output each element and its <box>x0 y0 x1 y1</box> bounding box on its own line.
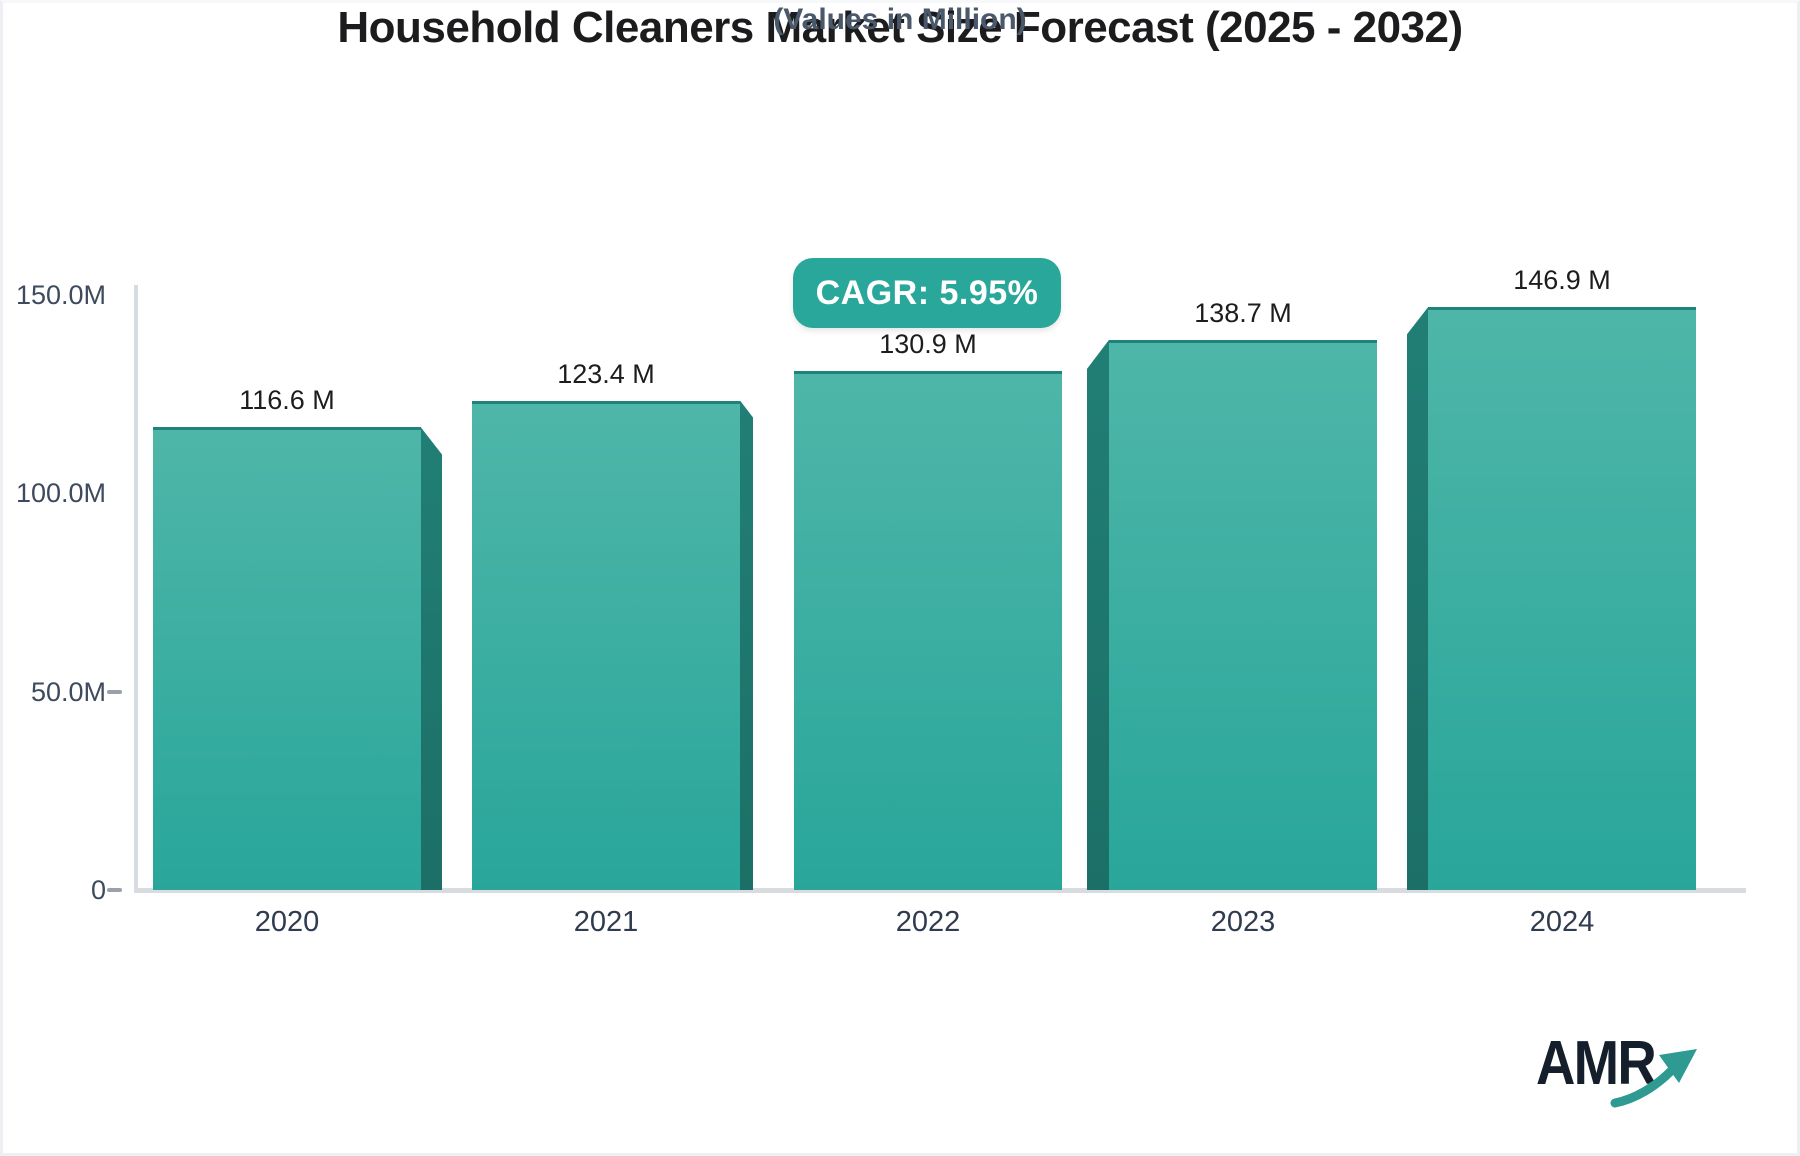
amr-logo-arrow-icon <box>1610 1049 1697 1108</box>
bar-3d-side-2020 <box>421 427 442 890</box>
chart-subtitle: (Values in Million) <box>773 3 1027 36</box>
bar-value-label: 116.6 M <box>239 385 335 416</box>
bar-3d-side-2023 <box>1087 339 1109 890</box>
bar-value-label: 123.4 M <box>557 358 655 389</box>
y-tick-label: 0 <box>90 875 106 905</box>
bar-2020 <box>153 427 421 890</box>
bar-value-label: 138.7 M <box>1194 297 1292 328</box>
y-tick-mark <box>107 888 122 892</box>
x-axis-label-2022: 2022 <box>895 906 961 938</box>
bar-2024 <box>1428 307 1696 890</box>
x-axis-label-2021: 2021 <box>573 906 639 938</box>
bar-value-label: 130.9 M <box>879 328 977 359</box>
cagr-badge: CAGR: 5.95% <box>793 258 1061 328</box>
bar-3d-side-2021 <box>740 400 753 890</box>
y-tick-mark <box>107 689 122 694</box>
y-axis-line <box>134 285 138 892</box>
bar-2022 <box>794 370 1062 890</box>
bar-2021 <box>472 400 740 890</box>
bar-2023 <box>1109 339 1377 890</box>
cagr-badge-label: CAGR: 5.95% <box>815 273 1039 312</box>
bar-3d-side-2024 <box>1407 307 1428 890</box>
y-tick-label: 50.0M <box>30 676 106 707</box>
bar-value-label: 146.9 M <box>1513 265 1611 296</box>
amr-logo-text: AMR <box>1536 1029 1657 1098</box>
x-axis-label-2023: 2023 <box>1210 906 1276 938</box>
x-axis-line <box>134 888 1746 893</box>
amr-logo: AMR <box>1536 1033 1736 1128</box>
x-axis-label-2020: 2020 <box>254 906 320 938</box>
chart-title: Household Cleaners Market Size Forecast … <box>337 3 1463 52</box>
y-tick-label: 150.0M <box>15 280 106 310</box>
y-tick-label: 100.0M <box>15 478 106 509</box>
x-axis-label-2024: 2024 <box>1529 906 1595 938</box>
